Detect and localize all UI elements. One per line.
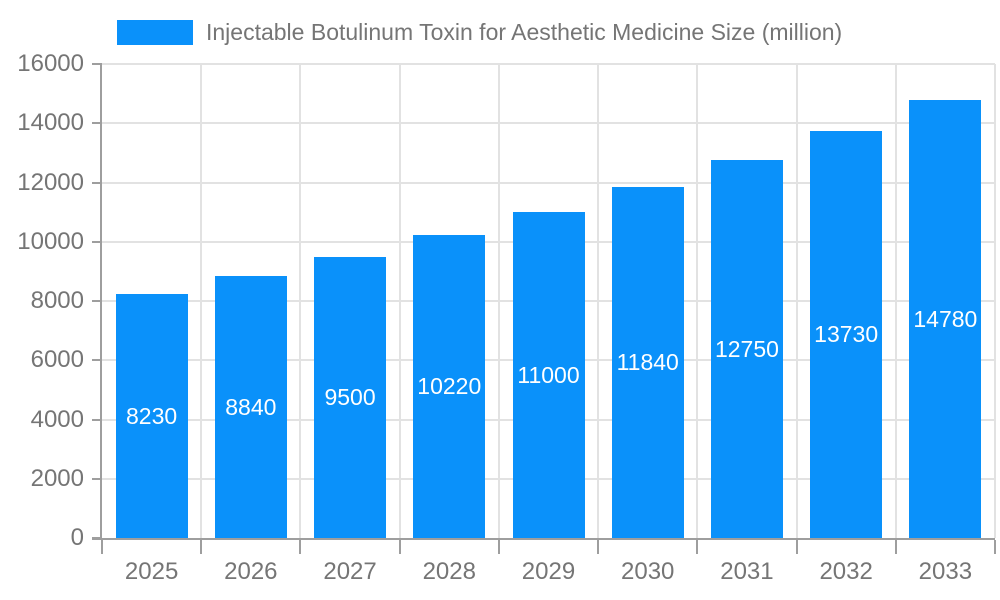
y-tick	[92, 359, 102, 362]
x-axis-line	[92, 538, 995, 540]
x-tick	[299, 540, 302, 554]
bar-value-label: 11840	[616, 349, 679, 376]
x-tick	[696, 540, 699, 554]
legend-swatch	[117, 19, 193, 45]
bar-2033: 14780	[909, 100, 982, 538]
y-tick	[92, 300, 102, 302]
bar-value-label: 10220	[417, 373, 482, 400]
y-axis-line	[100, 64, 102, 540]
y-tick	[92, 418, 102, 421]
y-tick-label: 2000	[30, 464, 84, 492]
y-tick-label: 0	[70, 524, 84, 551]
bar-2026: 8840	[214, 276, 287, 538]
y-tick-label: 14000	[17, 109, 84, 137]
bar-2028: 10220	[413, 235, 486, 538]
bar-2031: 12750	[710, 160, 783, 538]
bar-2025: 8230	[115, 294, 188, 538]
bar-value-label: 8840	[225, 393, 277, 420]
x-tick	[398, 540, 401, 554]
x-axis-label-2031: 2031	[720, 558, 774, 585]
x-axis-label-2025: 2025	[124, 558, 179, 585]
x-tick	[894, 540, 897, 554]
x-gridline	[200, 64, 203, 538]
x-axis-label-2033: 2033	[918, 558, 973, 585]
x-gridline	[696, 64, 699, 538]
bar-value-label: 12750	[714, 335, 779, 362]
x-axis-label-2029: 2029	[521, 558, 576, 585]
y-tick	[92, 240, 102, 243]
x-gridline	[994, 64, 996, 538]
x-tick	[200, 540, 203, 554]
y-tick-label: 16000	[17, 50, 84, 77]
plot-area: 0 2000 4000 6000 8000 10000 12000 14000 16000 823…	[17, 50, 996, 585]
y-tick-label: 12000	[17, 168, 84, 196]
bar-2027: 9500	[314, 256, 387, 538]
x-tick	[795, 540, 798, 554]
legend-label: Injectable Botulinum Toxin for Aesthetic…	[206, 18, 843, 45]
x-tick	[994, 540, 996, 554]
y-gridline	[102, 63, 995, 65]
y-tick-label: 4000	[30, 405, 84, 433]
x-tick	[101, 540, 103, 554]
y-tick	[92, 181, 102, 184]
chart-legend: Injectable Botulinum Toxin for Aesthetic…	[117, 18, 842, 46]
x-axis-label-2028: 2028	[422, 558, 476, 585]
y-tick-label: 8000	[30, 287, 84, 314]
x-gridline	[299, 64, 302, 538]
bar-value-label: 9500	[324, 383, 376, 410]
x-gridline	[894, 64, 897, 538]
y-tick-label: 6000	[30, 346, 84, 374]
bar-2032: 13730	[810, 131, 883, 538]
x-tick	[597, 540, 600, 554]
bar-2029: 11000	[512, 212, 585, 538]
x-gridline	[795, 64, 798, 538]
bar-value-label: 11000	[517, 361, 580, 388]
x-gridline	[497, 64, 500, 538]
bar-value-label: 14780	[913, 305, 978, 332]
x-axis-label-2030: 2030	[621, 558, 675, 585]
x-tick	[497, 540, 500, 554]
y-tick	[92, 477, 102, 480]
x-axis-label-2026: 2026	[224, 558, 278, 585]
y-tick	[92, 122, 102, 125]
x-axis-label-2032: 2032	[819, 558, 873, 585]
y-gridline	[102, 181, 995, 184]
bar-value-label: 8230	[126, 402, 178, 429]
x-gridline	[597, 64, 600, 538]
y-gridline	[102, 122, 995, 125]
y-tick-label: 10000	[17, 227, 84, 255]
x-axis-label-2027: 2027	[323, 558, 377, 585]
x-gridline	[398, 64, 401, 538]
y-tick	[92, 63, 102, 65]
bar-value-label: 13730	[814, 321, 879, 348]
bar-2030: 11840	[611, 187, 684, 538]
